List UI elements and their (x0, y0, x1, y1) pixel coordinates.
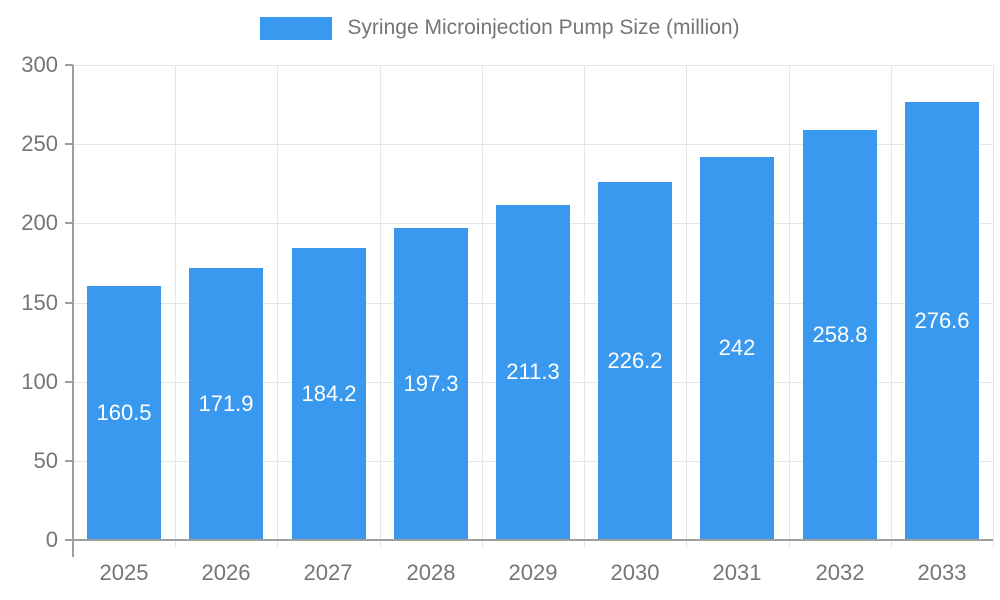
v-gridline (789, 65, 790, 548)
bar-value-label: 197.3 (403, 370, 459, 396)
bar-value-label: 160.5 (96, 399, 152, 425)
bar[interactable]: 276.6 (905, 102, 979, 539)
y-tick-label: 50 (33, 448, 58, 473)
chart-legend: Syringe Microinjection Pump Size (millio… (0, 16, 1000, 40)
h-gridline (73, 65, 993, 66)
x-tick-label: 2032 (815, 560, 865, 585)
bar[interactable]: 197.3 (394, 228, 468, 539)
y-tick-label: 300 (21, 52, 58, 77)
bar[interactable]: 258.8 (803, 130, 877, 539)
y-axis-tick (65, 64, 73, 66)
bar-value-label: 242 (718, 335, 756, 360)
v-gridline (584, 65, 585, 548)
x-tick-label: 2027 (303, 560, 353, 585)
y-axis-tick (65, 460, 73, 462)
v-gridline (993, 65, 994, 548)
v-gridline (277, 65, 278, 548)
bar[interactable]: 226.2 (598, 182, 672, 539)
x-tick-label: 2028 (406, 560, 456, 585)
x-tick-label: 2025 (99, 560, 149, 585)
y-axis-tick (65, 381, 73, 383)
bar[interactable]: 242 (700, 157, 774, 539)
v-gridline (482, 65, 483, 548)
x-tick-label: 2026 (201, 560, 251, 585)
y-axis-tick (65, 302, 73, 304)
x-tick-label: 2031 (712, 560, 762, 585)
y-tick-label: 150 (21, 290, 58, 315)
h-gridline (73, 144, 993, 145)
y-tick-label: 250 (21, 131, 58, 156)
legend-label: Syringe Microinjection Pump Size (millio… (347, 16, 740, 39)
bar-value-label: 276.6 (914, 307, 970, 333)
y-tick-label: 100 (21, 369, 58, 394)
x-tick-label: 2030 (610, 560, 660, 585)
v-gridline (380, 65, 381, 548)
y-tick-label: 0 (45, 527, 58, 552)
y-axis-line (72, 65, 74, 557)
bar[interactable]: 160.5 (87, 286, 161, 539)
bar[interactable]: 211.3 (496, 205, 570, 539)
y-axis-tick (65, 222, 73, 224)
v-gridline (891, 65, 892, 548)
bar[interactable]: 184.2 (292, 248, 366, 539)
bar[interactable]: 171.9 (189, 268, 263, 539)
y-axis-tick (65, 143, 73, 145)
legend-color-swatch (260, 16, 333, 40)
v-gridline (686, 65, 687, 548)
bar-value-label: 211.3 (506, 359, 560, 384)
y-tick-label: 200 (21, 210, 58, 235)
v-gridline (175, 65, 176, 548)
bar-value-label: 171.9 (198, 390, 254, 416)
x-axis-line (65, 539, 993, 541)
x-tick-label: 2029 (508, 560, 558, 585)
bar-value-label: 258.8 (812, 321, 868, 347)
x-tick-label: 2033 (917, 560, 967, 585)
bar-value-label: 184.2 (301, 380, 357, 406)
bar-value-label: 226.2 (607, 347, 663, 373)
legend-item[interactable]: Syringe Microinjection Pump Size (millio… (260, 16, 740, 40)
